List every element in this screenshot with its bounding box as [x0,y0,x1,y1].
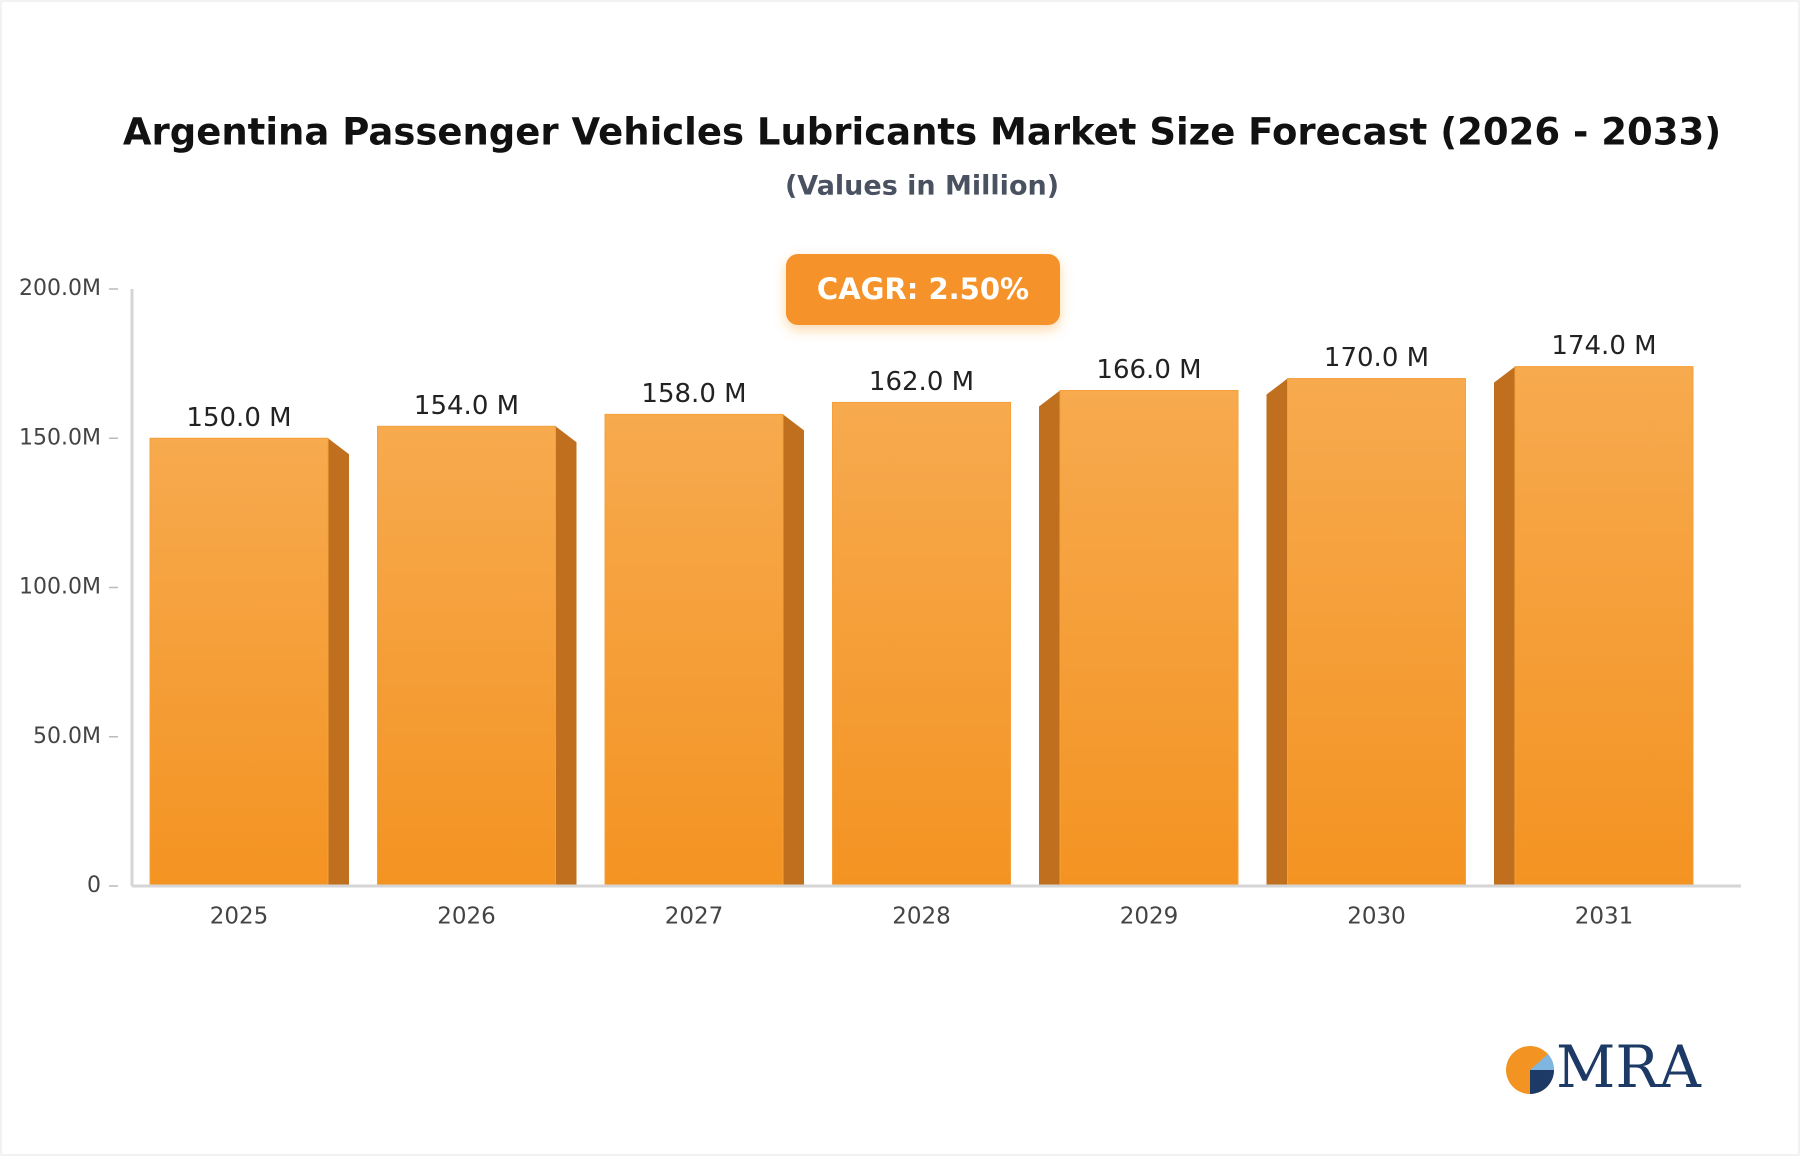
data-label: 154.0 M [414,391,519,421]
y-tick-label: 150.0M [19,425,101,450]
y-tick-label: 100.0M [19,575,101,600]
bar-side [783,414,804,886]
chart-subtitle: (Values in Million) [785,171,1059,202]
y-tick-label: 50.0M [33,724,101,749]
x-tick-label: 2025 [210,904,269,930]
bar-side [1266,378,1288,886]
data-label: 158.0 M [641,379,746,409]
data-label: 150.0 M [186,403,291,433]
data-label: 170.0 M [1324,343,1429,373]
bar [604,413,784,887]
x-tick-label: 2029 [1120,904,1179,930]
x-tick-label: 2026 [437,904,496,930]
logo-text: MRA [1556,1033,1702,1101]
y-tick-label: 200.0M [19,276,101,301]
logo-icon-part [1530,1070,1554,1094]
bar-side [328,438,349,886]
cagr-label: CAGR: 2.50% [817,272,1029,306]
cagr-badge [786,254,1060,325]
bar [377,425,556,887]
logo: MRA [1506,1033,1702,1101]
logo-icon-part [1530,1054,1555,1070]
bar [1059,389,1239,887]
bar [149,437,329,887]
data-label: 162.0 M [869,367,974,397]
bar [832,401,1011,887]
x-tick-label: 2028 [892,904,951,930]
data-label: 174.0 M [1551,331,1656,361]
x-tick-label: 2031 [1575,904,1634,930]
bar-side [1494,366,1515,886]
bar-side [555,426,577,886]
x-tick-label: 2030 [1347,904,1406,930]
chart-title: Argentina Passenger Vehicles Lubricants … [123,111,1721,154]
y-tick-label: 0 [87,873,101,898]
bar [1287,378,1466,887]
bar [1514,366,1694,887]
bar-side [1039,390,1060,886]
data-label: 166.0 M [1096,355,1201,385]
x-tick-label: 2027 [665,904,724,930]
